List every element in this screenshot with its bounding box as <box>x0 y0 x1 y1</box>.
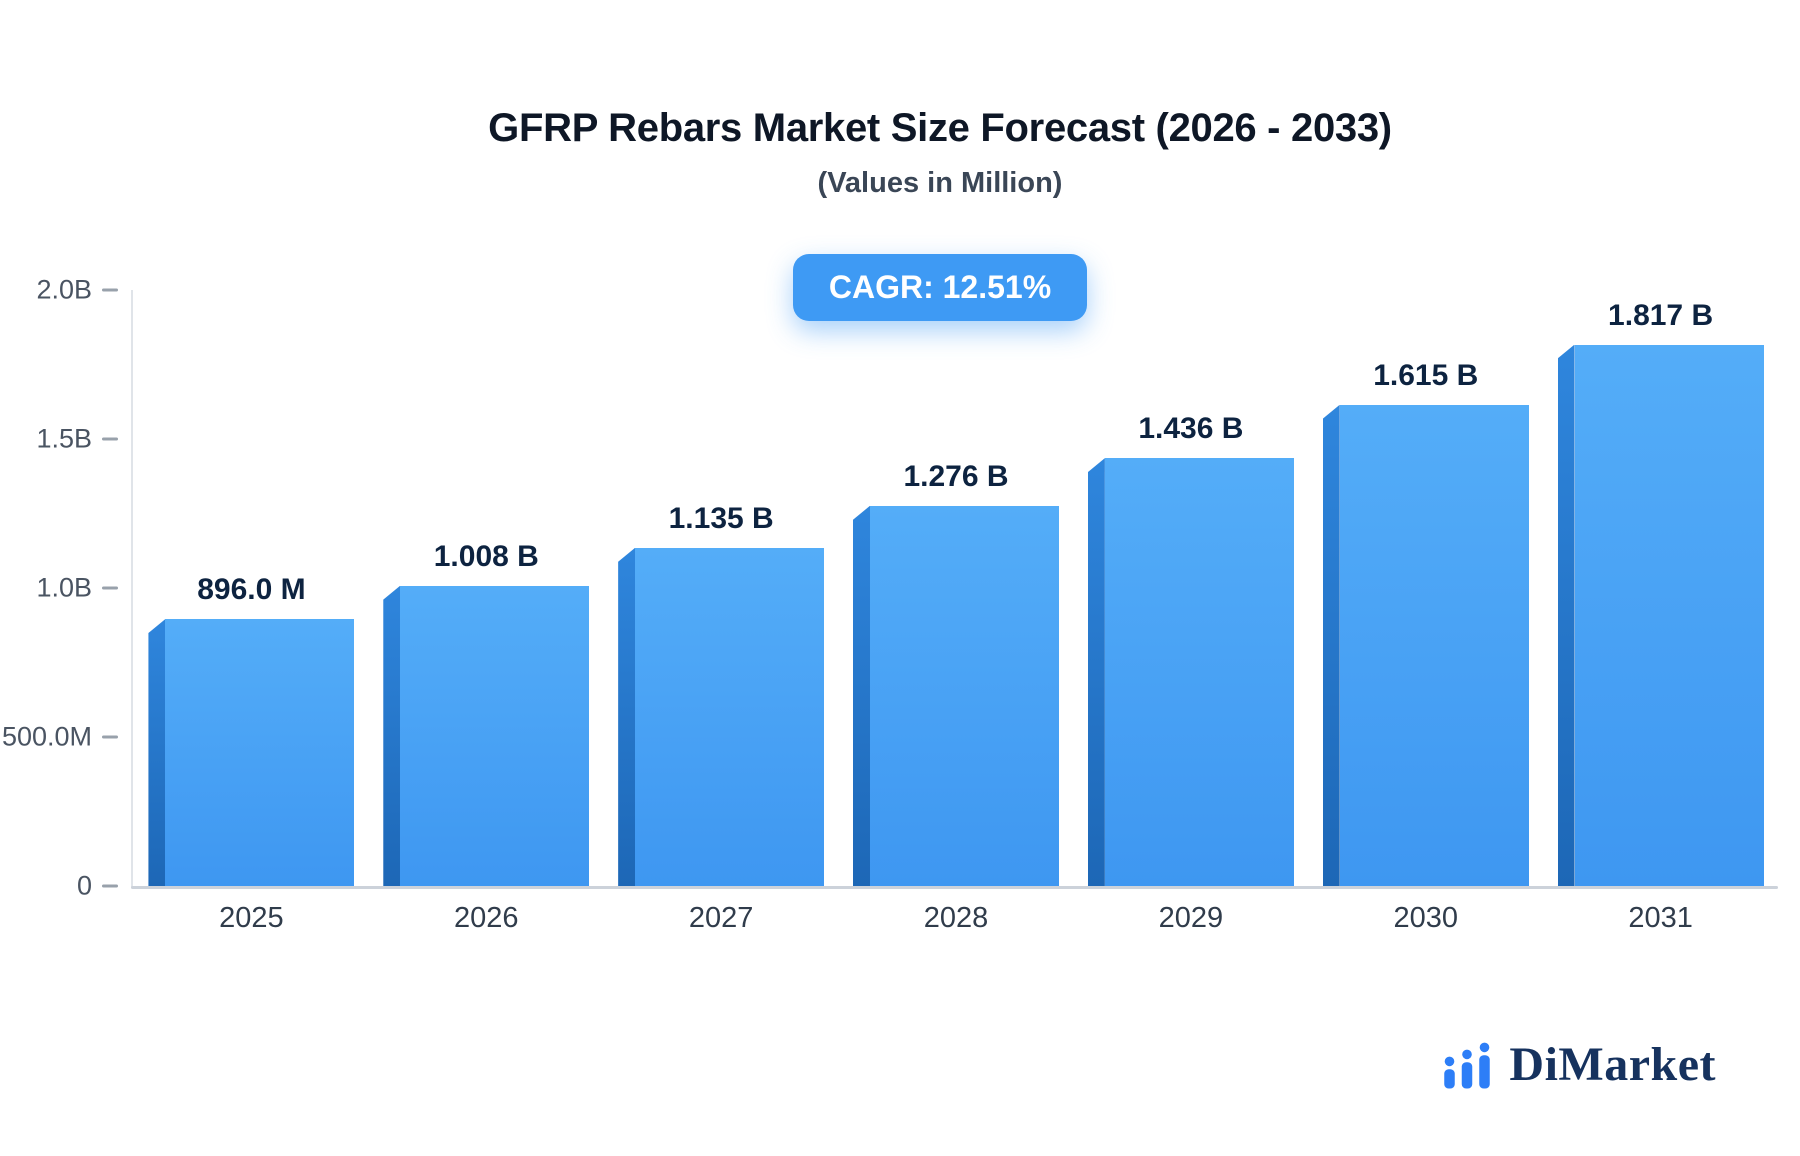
y-tick-label: 1.5B <box>36 423 92 454</box>
bar-value-label: 1.008 B <box>433 539 539 573</box>
y-tick-label: 2.0B <box>36 274 92 305</box>
y-tick-mark <box>102 884 118 888</box>
x-axis-label: 2027 <box>688 902 754 934</box>
bar-value-label: 1.615 B <box>1373 358 1479 392</box>
bar-column: 1.615 B <box>1308 290 1543 886</box>
bar-column: 1.817 B <box>1543 290 1778 886</box>
bar-column: 1.436 B <box>1073 290 1308 886</box>
y-tick-label: 500.0M <box>1 721 92 752</box>
x-axis-label: 2029 <box>1158 902 1224 934</box>
bar-side-face <box>383 585 401 886</box>
bar-side-face <box>1322 404 1340 886</box>
y-axis: 2.0B 1.5B 1.0B 500.0M 0 <box>0 275 118 901</box>
bar-side-face <box>853 505 870 886</box>
bar-2029 <box>1087 458 1294 886</box>
bar-front-face <box>870 505 1059 886</box>
chart-subtitle: (Values in Million) <box>817 167 1063 199</box>
y-tick-mark <box>102 735 118 739</box>
y-tick: 1.0B <box>36 573 118 604</box>
y-tick: 500.0M <box>2 722 118 753</box>
bar-2030 <box>1322 404 1529 886</box>
bar-2027 <box>618 547 825 886</box>
bar-value-label: 896.0 M <box>197 573 306 606</box>
y-axis-line <box>131 290 133 888</box>
bar-column: 1.276 B <box>839 290 1074 886</box>
bar-front-face <box>1339 404 1529 886</box>
bar-side-face <box>148 619 166 886</box>
y-tick-mark <box>102 288 118 292</box>
bar-front-face <box>1104 458 1294 886</box>
logo: DiMarket <box>1439 1036 1716 1092</box>
bar-side-face <box>1557 344 1575 886</box>
x-axis-label: 2031 <box>1628 902 1693 934</box>
x-axis-label: 2026 <box>454 902 519 934</box>
y-tick-mark <box>102 586 118 590</box>
x-axis-label: 2028 <box>923 902 989 934</box>
bar-front-face <box>1574 344 1764 886</box>
plot-area: 896.0 M 1.008 B 1.135 B 1.276 B 1.436 B 1.615… <box>134 290 1778 886</box>
bar-front-face <box>165 619 355 886</box>
y-tick-mark <box>102 437 118 441</box>
bar-side-face <box>618 547 636 886</box>
y-tick: 1.5B <box>36 424 118 455</box>
x-axis-label: 2030 <box>1393 902 1458 934</box>
bar-chart-icon <box>1444 1042 1491 1089</box>
bar-column: 1.008 B <box>369 290 604 886</box>
x-axis-line <box>131 886 1778 889</box>
bar-column: 1.135 B <box>604 290 839 886</box>
bar-2025 <box>148 619 355 886</box>
chart-header: GFRP Rebars Market Size Forecast (2026 -… <box>80 0 1800 321</box>
bar-front-face <box>400 585 590 886</box>
bar-2028 <box>853 505 1059 886</box>
bar-value-label: 1.436 B <box>1138 412 1244 446</box>
x-axis-labels: 2025 2026 2027 2028 2029 2030 2031 <box>134 902 1778 935</box>
y-tick: 2.0B <box>36 275 118 306</box>
bar-value-label: 1.817 B <box>1608 298 1714 332</box>
bars-row: 896.0 M 1.008 B 1.135 B 1.276 B 1.436 B 1.615… <box>134 290 1778 886</box>
bar-column: 896.0 M <box>134 290 369 886</box>
bar-front-face <box>635 547 825 886</box>
y-tick-label: 0 <box>76 870 92 901</box>
logo-text: DiMarket <box>1509 1038 1716 1092</box>
bar-value-label: 1.276 B <box>903 459 1009 493</box>
bar-side-face <box>1087 458 1105 886</box>
cagr-badge: CAGR: 12.51% <box>792 254 1088 321</box>
bar-2031 <box>1557 344 1764 886</box>
y-tick-label: 1.0B <box>36 572 92 603</box>
bar-value-label: 1.135 B <box>668 501 774 535</box>
chart-title: GFRP Rebars Market Size Forecast (2026 -… <box>488 106 1392 150</box>
bar-2026 <box>383 585 590 886</box>
x-axis-label: 2025 <box>219 902 284 934</box>
y-tick: 0 <box>77 871 118 902</box>
